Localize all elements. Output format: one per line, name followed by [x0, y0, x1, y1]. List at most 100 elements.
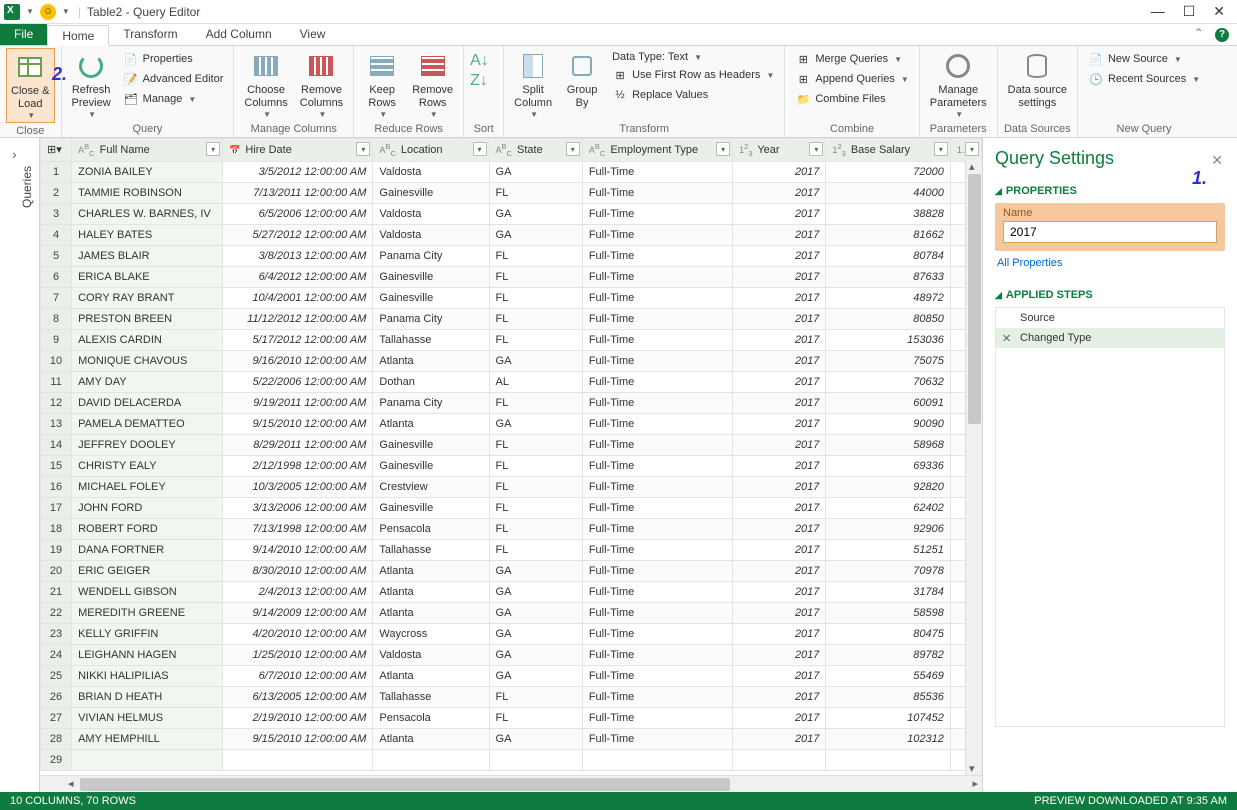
table-row[interactable]: 23KELLY GRIFFIN4/20/2010 12:00:00 AMWayc… [41, 623, 982, 644]
advanced-editor-button[interactable]: 📝Advanced Editor [119, 70, 228, 88]
file-tab[interactable]: File [0, 24, 47, 45]
column-header[interactable]: ABC Location▾ [373, 139, 489, 162]
group-by-button[interactable]: Group By [560, 48, 604, 112]
table-row[interactable]: 17JOHN FORD3/13/2006 12:00:00 AMGainesvi… [41, 497, 982, 518]
properties-heading[interactable]: ◢PROPERTIES [995, 185, 1225, 197]
tab-add-column[interactable]: Add Column [192, 24, 286, 45]
qat-dropdown[interactable]: ▼ [26, 7, 34, 16]
horizontal-scrollbar[interactable]: ◂▸ [40, 775, 982, 792]
table-row[interactable]: 4HALEY BATES5/27/2012 12:00:00 AMValdost… [41, 224, 982, 245]
name-property-box: Name [995, 203, 1225, 251]
filter-dropdown[interactable]: ▾ [206, 142, 220, 156]
column-header[interactable]: ABC Employment Type▾ [582, 139, 732, 162]
table-row[interactable]: 22MEREDITH GREENE9/14/2009 12:00:00 AMAt… [41, 602, 982, 623]
table-row[interactable]: 10MONIQUE CHAVOUS9/16/2010 12:00:00 AMAt… [41, 350, 982, 371]
column-header[interactable]: 1.2 ▾ [950, 139, 981, 162]
choose-columns-button[interactable]: Choose Columns▼ [240, 48, 291, 121]
remove-rows-button[interactable]: Remove Rows▼ [408, 48, 457, 121]
merge-queries-button[interactable]: ⊞Merge Queries▼ [791, 50, 912, 68]
filter-dropdown[interactable]: ▾ [716, 142, 730, 156]
refresh-icon [79, 54, 103, 78]
applied-step[interactable]: ✕Changed Type [996, 328, 1224, 348]
table-row[interactable]: 28AMY HEMPHILL9/15/2010 12:00:00 AMAtlan… [41, 728, 982, 749]
table-row[interactable]: 24LEIGHANN HAGEN1/25/2010 12:00:00 AMVal… [41, 644, 982, 665]
table-row[interactable]: 2TAMMIE ROBINSON7/13/2011 12:00:00 AMGai… [41, 182, 982, 203]
table-row[interactable]: 8PRESTON BREEN11/12/2012 12:00:00 AMPana… [41, 308, 982, 329]
table-row[interactable]: 9ALEXIS CARDIN5/17/2012 12:00:00 AMTalla… [41, 329, 982, 350]
column-header[interactable]: ABC State▾ [489, 139, 582, 162]
replace-values-button[interactable]: ½Replace Values [608, 86, 778, 104]
manage-button[interactable]: 🗂Manage▼ [119, 90, 228, 108]
table-row[interactable]: 19DANA FORTNER9/14/2010 12:00:00 AMTalla… [41, 539, 982, 560]
delete-step-icon[interactable]: ✕ [1002, 332, 1011, 345]
maximize-button[interactable]: ☐ [1183, 3, 1196, 20]
append-icon: ⊞ [795, 71, 811, 87]
sort-desc-button[interactable]: Z↓ [470, 72, 488, 90]
qat-dropdown-2[interactable]: ▼ [62, 7, 70, 16]
table-row[interactable]: 3CHARLES W. BARNES, IV6/5/2006 12:00:00 … [41, 203, 982, 224]
column-header[interactable]: ABC Full Name▾ [72, 139, 223, 162]
table-row[interactable]: 18ROBERT FORD7/13/1998 12:00:00 AMPensac… [41, 518, 982, 539]
table-row[interactable]: 26BRIAN D HEATH6/13/2005 12:00:00 AMTall… [41, 686, 982, 707]
split-column-button[interactable]: Split Column▼ [510, 48, 556, 121]
manage-parameters-button[interactable]: Manage Parameters▼ [926, 48, 991, 121]
filter-dropdown[interactable]: ▾ [934, 142, 948, 156]
table-row[interactable]: 1ZONIA BAILEY3/5/2012 12:00:00 AMValdost… [41, 161, 982, 182]
applied-steps-heading[interactable]: ◢APPLIED STEPS [995, 289, 1225, 301]
append-queries-button[interactable]: ⊞Append Queries▼ [791, 70, 912, 88]
ribbon: Close & Load ▼ Close Refresh Preview ▼ 📄… [0, 46, 1237, 138]
table-icon-header[interactable]: ⊞▾ [47, 144, 62, 156]
table-row[interactable]: 6ERICA BLAKE6/4/2012 12:00:00 AMGainesvi… [41, 266, 982, 287]
group-icon [572, 56, 592, 76]
table-row[interactable]: 13PAMELA DEMATTEO9/15/2010 12:00:00 AMAt… [41, 413, 982, 434]
close-load-button[interactable]: Close & Load ▼ [6, 48, 55, 123]
column-header[interactable]: 📅 Hire Date▾ [223, 139, 373, 162]
data-type-button[interactable]: Data Type: Text▼ [608, 50, 778, 64]
table-row[interactable]: 11AMY DAY5/22/2006 12:00:00 AMDothanALFu… [41, 371, 982, 392]
applied-step[interactable]: Source [996, 308, 1224, 328]
filter-dropdown[interactable]: ▾ [356, 142, 370, 156]
tab-transform[interactable]: Transform [109, 24, 191, 45]
close-settings-button[interactable]: ✕ [1211, 152, 1223, 169]
first-row-headers-button[interactable]: ⊞Use First Row as Headers▼ [608, 66, 778, 84]
close-button[interactable]: ✕ [1213, 3, 1225, 20]
table-row[interactable]: 14JEFFREY DOOLEY8/29/2011 12:00:00 AMGai… [41, 434, 982, 455]
applied-steps-list: Source✕Changed Type [995, 307, 1225, 727]
refresh-preview-button[interactable]: Refresh Preview ▼ [68, 48, 115, 121]
all-properties-link[interactable]: All Properties [997, 257, 1062, 269]
column-header[interactable]: 123 Year▾ [733, 139, 826, 162]
filter-dropdown[interactable]: ▾ [965, 142, 979, 156]
tab-view[interactable]: View [286, 24, 340, 45]
table-row[interactable]: 12DAVID DELACERDA9/19/2011 12:00:00 AMPa… [41, 392, 982, 413]
filter-dropdown[interactable]: ▾ [809, 142, 823, 156]
table-row[interactable]: 25NIKKI HALIPILIAS6/7/2010 12:00:00 AMAt… [41, 665, 982, 686]
keep-rows-button[interactable]: Keep Rows▼ [360, 48, 404, 121]
query-name-input[interactable] [1003, 221, 1217, 243]
help-icon[interactable]: ? [1215, 28, 1229, 42]
recent-sources-button[interactable]: 🕒Recent Sources▼ [1084, 70, 1204, 88]
sort-asc-button[interactable]: A↓ [470, 52, 489, 70]
filter-dropdown[interactable]: ▾ [473, 142, 487, 156]
smiley-icon[interactable]: ☺ [40, 4, 56, 20]
table-row[interactable]: 15CHRISTY EALY2/12/1998 12:00:00 AMGaine… [41, 455, 982, 476]
collapse-ribbon-icon[interactable]: ⌃ [1194, 26, 1204, 40]
data-source-settings-button[interactable]: Data source settings [1004, 48, 1071, 112]
table-row[interactable]: 16MICHAEL FOLEY10/3/2005 12:00:00 AMCres… [41, 476, 982, 497]
combine-files-button[interactable]: 📁Combine Files [791, 90, 912, 108]
column-header[interactable]: 123 Base Salary▾ [826, 139, 950, 162]
table-row[interactable]: 5JAMES BLAIR3/8/2013 12:00:00 AMPanama C… [41, 245, 982, 266]
table-row[interactable]: 20ERIC GEIGER8/30/2010 12:00:00 AMAtlant… [41, 560, 982, 581]
remove-columns-button[interactable]: Remove Columns▼ [296, 48, 347, 121]
minimize-button[interactable]: — [1151, 3, 1165, 20]
db-icon [1027, 54, 1047, 78]
tab-home[interactable]: Home [47, 25, 109, 46]
table-row[interactable]: 21WENDELL GIBSON2/4/2013 12:00:00 AMAtla… [41, 581, 982, 602]
properties-button[interactable]: 📄Properties [119, 50, 228, 68]
filter-dropdown[interactable]: ▾ [566, 142, 580, 156]
expand-queries-button[interactable]: › [12, 146, 17, 162]
queries-label: Queries [20, 166, 34, 208]
vertical-scrollbar[interactable]: ▴▾ [965, 160, 982, 775]
new-source-button[interactable]: 📄New Source▼ [1084, 50, 1204, 68]
table-row[interactable]: 7CORY RAY BRANT10/4/2001 12:00:00 AMGain… [41, 287, 982, 308]
table-row[interactable]: 27VIVIAN HELMUS2/19/2010 12:00:00 AMPens… [41, 707, 982, 728]
